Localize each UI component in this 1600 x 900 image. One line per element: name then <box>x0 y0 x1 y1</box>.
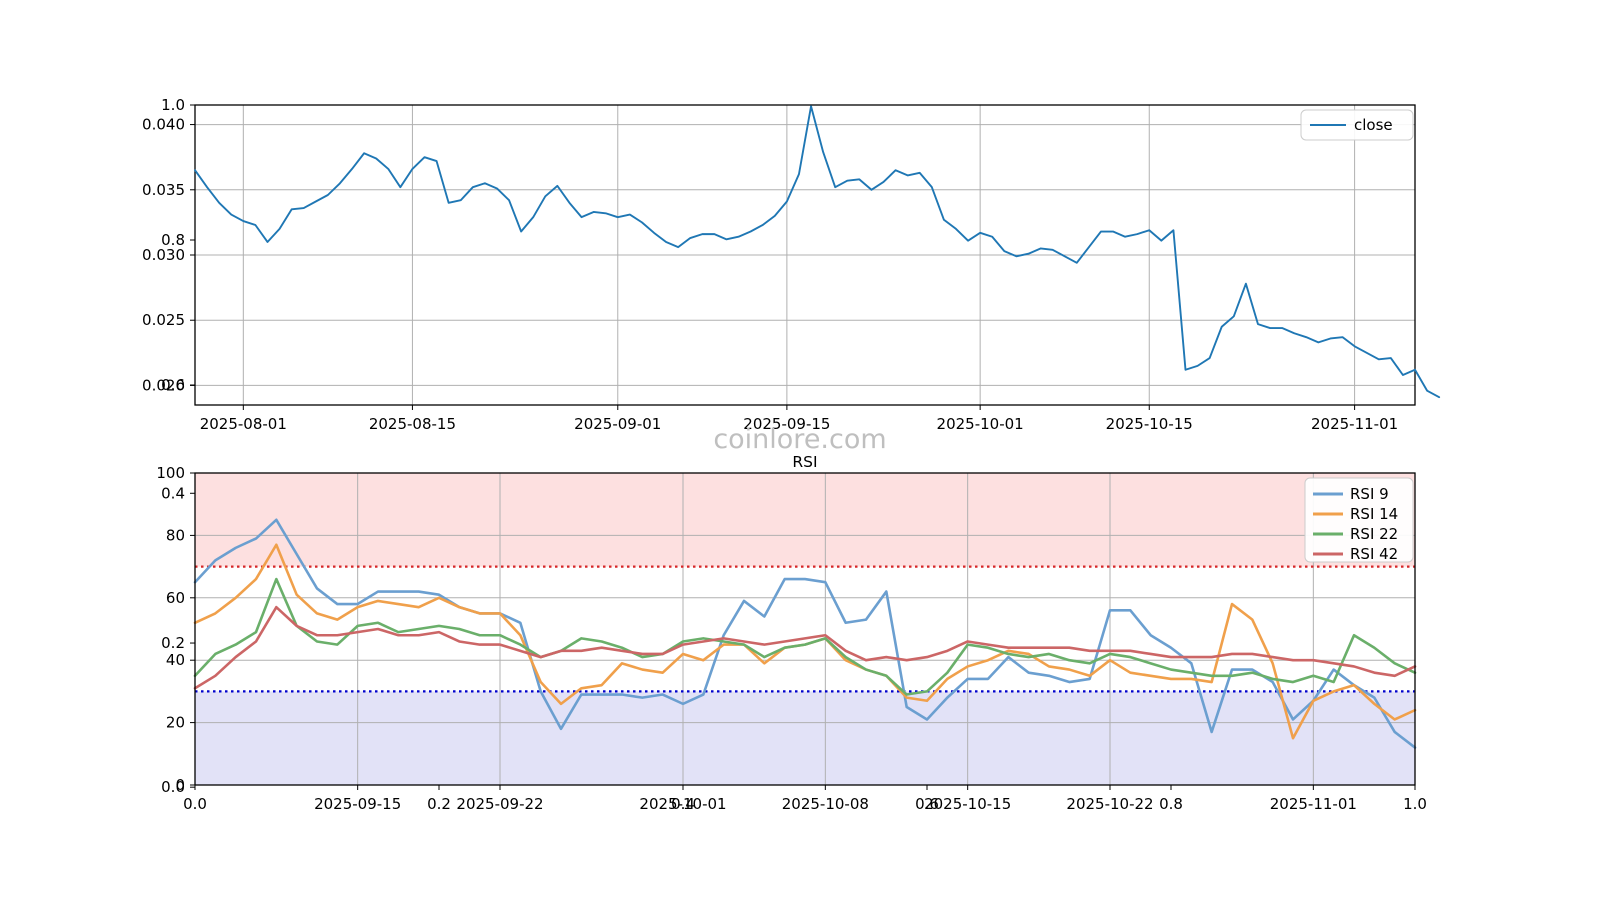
rsi-ghost-xtick-label: 0.2 <box>427 795 451 813</box>
rsi-ghost-xtick-label: 0.4 <box>671 795 695 813</box>
price-legend-box <box>1300 109 1414 141</box>
rsi-series-line-3 <box>193 577 1417 696</box>
rsi-xtick-label: 2025-10-01 <box>639 795 726 813</box>
price-ytick-label: 0.035 <box>142 181 185 199</box>
rsi-ytick-label: 100 <box>156 464 185 482</box>
price-ytick-label: 0.040 <box>142 116 185 134</box>
rsi-xtick-label: 2025-10-22 <box>1066 795 1153 813</box>
close-line-series <box>194 105 1441 399</box>
overbought-band <box>195 473 1415 567</box>
price-xtick-label: 2025-10-01 <box>937 415 1024 433</box>
oversold-band <box>195 691 1415 785</box>
price-ghost-ytick-label: 0.6 <box>161 376 185 394</box>
price-ytick-label: 0.020 <box>142 376 185 394</box>
rsi-chart-panel: RSI 100 80 60 40 20 0 0.4 0.2 0.0 2025-09-15 2025-0… <box>156 455 1427 813</box>
rsi-ytick-label: 80 <box>166 526 185 544</box>
rsi-xtick-label: 2025-10-15 <box>924 795 1011 813</box>
rsi-legend-box <box>1304 477 1414 563</box>
rsi-title: RSI <box>792 455 817 471</box>
price-xtick-label: 2025-09-15 <box>743 415 830 433</box>
rsi-ghost-xtick-label: 0.6 <box>915 795 939 813</box>
rsi-ytick-label: 40 <box>166 651 185 669</box>
rsi-ghost-ytick-label: 0.4 <box>161 484 185 502</box>
price-xtick-label: 2025-08-15 <box>369 415 456 433</box>
price-xtick-label: 2025-09-01 <box>574 415 661 433</box>
rsi-plot-border <box>194 472 1416 786</box>
price-plot-border <box>194 104 1416 406</box>
price-xtick-label: 2025-11-01 <box>1311 415 1398 433</box>
rsi-legend-label-2: RSI 14 <box>1350 505 1398 523</box>
rsi-xtick-label: 2025-10-08 <box>782 795 869 813</box>
rsi-series-line-4 <box>193 605 1417 690</box>
rsi-ghost-xtick-label: 1.0 <box>1403 795 1427 813</box>
price-legend-label: close <box>1354 116 1393 134</box>
price-ytick-label: 0.030 <box>142 246 185 264</box>
rsi-xtick-label: 2025-09-15 <box>314 795 401 813</box>
rsi-legend-label-1: RSI 9 <box>1350 485 1389 503</box>
price-ghost-ytick-label: 1.0 <box>161 96 185 114</box>
rsi-ghost-ytick-label: 0.2 <box>161 634 185 652</box>
rsi-ghost-xtick-label: 0.0 <box>183 795 207 813</box>
price-ghost-ytick-label: 0.8 <box>161 231 185 249</box>
rsi-ytick-label: 20 <box>166 714 185 732</box>
rsi-ghost-ytick-label: 0.0 <box>161 778 185 796</box>
rsi-ytick-label: 0 <box>175 776 185 794</box>
rsi-xtick-label: 2025-11-01 <box>1270 795 1357 813</box>
rsi-legend-label-3: RSI 22 <box>1350 525 1398 543</box>
rsi-ghost-xtick-label: 0.8 <box>1159 795 1183 813</box>
rsi-legend-label-4: RSI 42 <box>1350 545 1398 563</box>
rsi-series-line-1 <box>193 518 1417 749</box>
rsi-xtick-label: 2025-09-22 <box>456 795 543 813</box>
price-xtick-label: 2025-10-15 <box>1106 415 1193 433</box>
price-ytick-label: 0.025 <box>142 311 185 329</box>
price-chart-panel: 0.040 0.035 0.030 0.025 0.020 1.0 0.8 0.6 2025-0… <box>142 96 1441 433</box>
rsi-ytick-label: 60 <box>166 589 185 607</box>
price-xtick-label: 2025-08-01 <box>200 415 287 433</box>
